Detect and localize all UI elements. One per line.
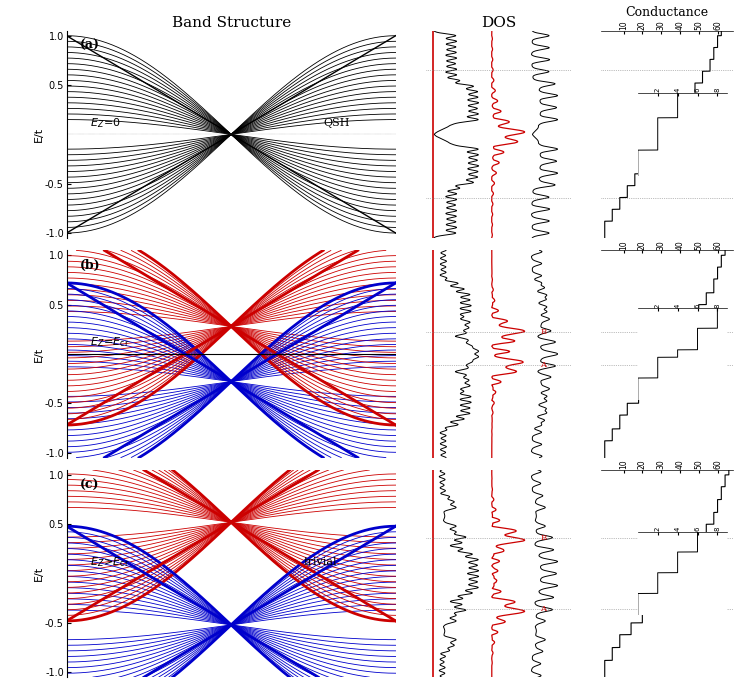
- Y-axis label: E/t: E/t: [33, 566, 44, 581]
- Title: DOS: DOS: [481, 16, 516, 29]
- Text: $E_Z\!>\!E_{\rm cr}$: $E_Z\!>\!E_{\rm cr}$: [90, 555, 129, 569]
- Text: A: A: [540, 605, 546, 614]
- Text: trivial: trivial: [303, 557, 337, 567]
- Text: B: B: [540, 534, 547, 542]
- Text: $E_Z\!=\!0$: $E_Z\!=\!0$: [90, 116, 121, 130]
- Y-axis label: E/t: E/t: [33, 346, 44, 362]
- Title: Band Structure: Band Structure: [172, 16, 291, 29]
- Text: (c): (c): [80, 479, 99, 492]
- Text: (b): (b): [80, 259, 101, 272]
- Text: B: B: [540, 328, 547, 336]
- Y-axis label: E/t: E/t: [33, 127, 44, 142]
- Text: (a): (a): [80, 40, 100, 53]
- Title: Conductance: Conductance: [625, 6, 708, 19]
- Text: A: A: [540, 361, 546, 369]
- Text: $E_Z\!=\!E_{\rm cr}$: $E_Z\!=\!E_{\rm cr}$: [90, 336, 129, 350]
- Text: QSH: QSH: [323, 118, 350, 128]
